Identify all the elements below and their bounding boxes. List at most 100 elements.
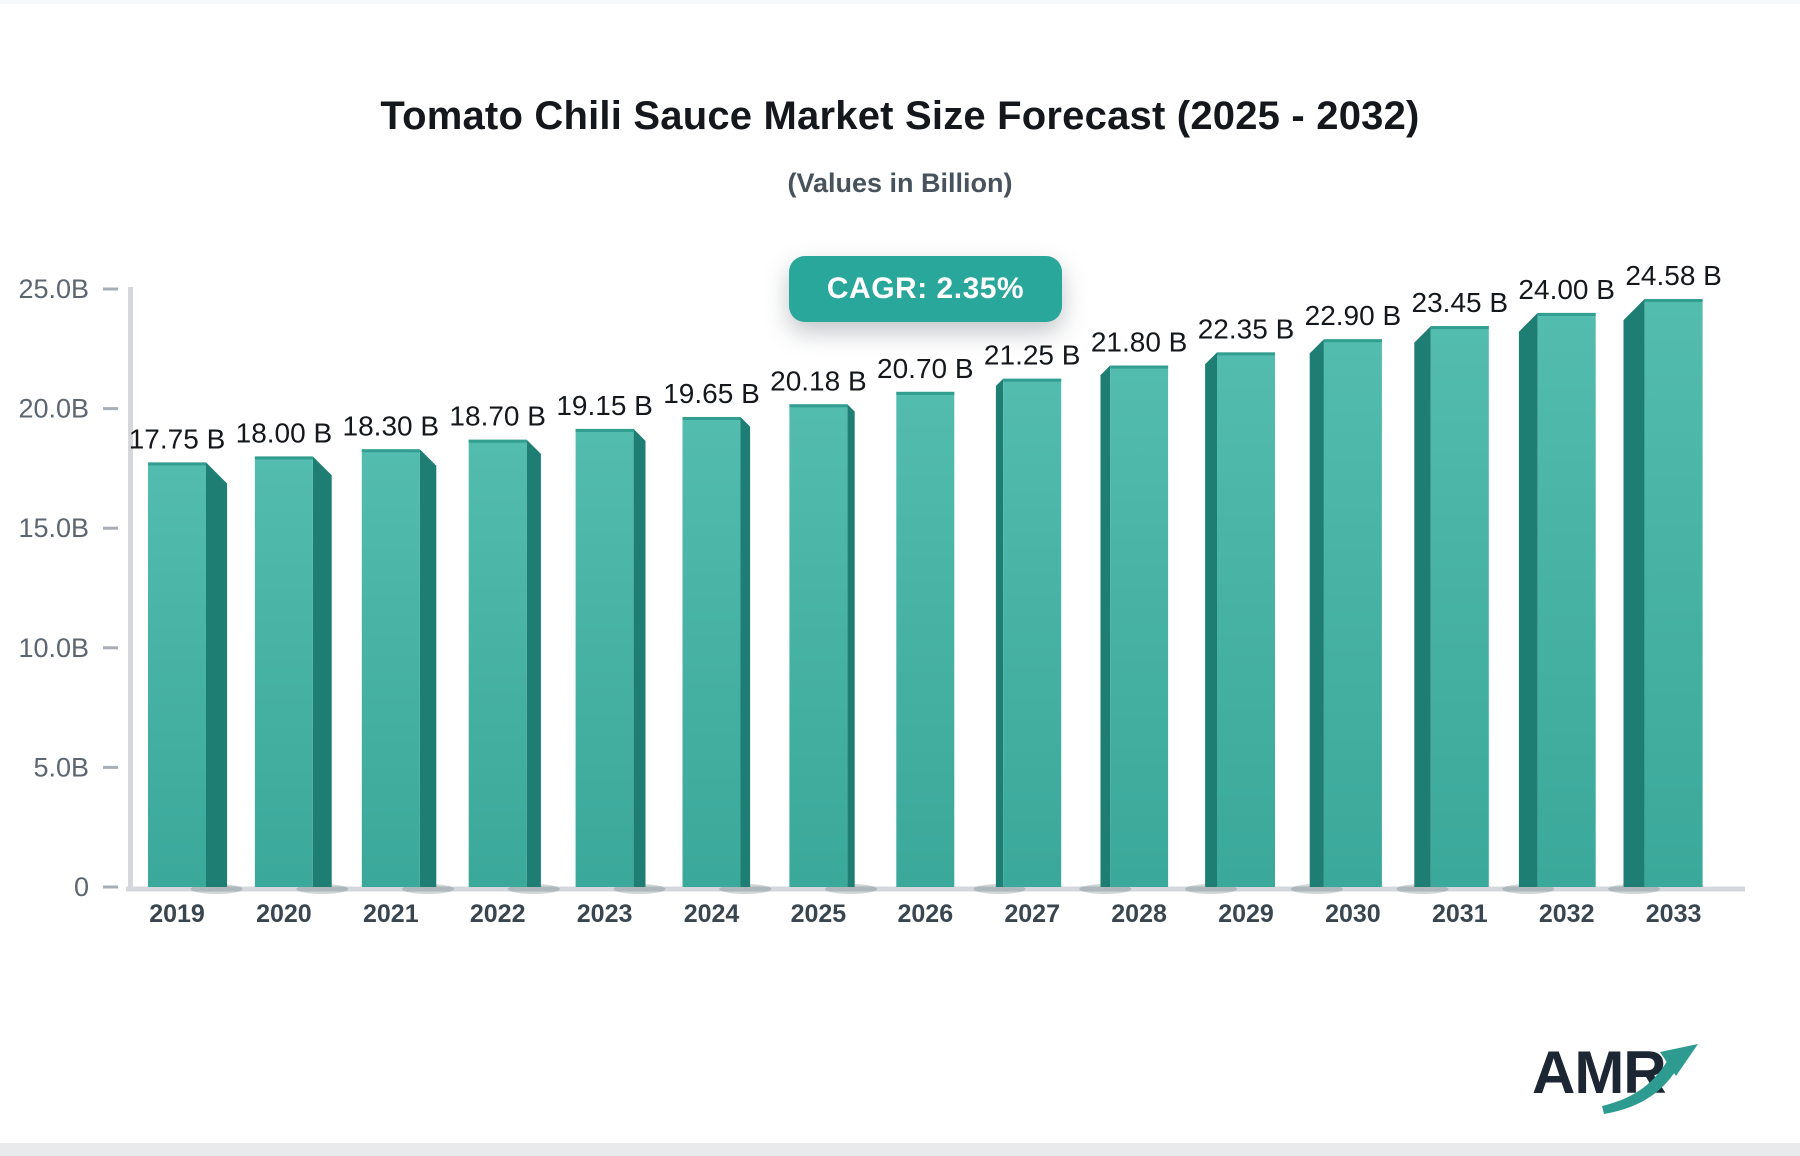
bar[interactable] [1644,299,1703,887]
bar-value-label: 24.58 B [1625,260,1722,291]
bar[interactable] [1003,378,1062,887]
bar-top-edge [148,462,206,466]
bar[interactable] [1430,326,1489,887]
bar-group-2023 [575,428,666,894]
bar-value-label: 20.70 B [877,353,974,384]
cagr-badge-label: CAGR: 2.35% [826,272,1025,305]
bar-group-2025 [789,404,878,894]
bar-side-face [1623,299,1645,887]
y-tick: 25.0B [18,274,118,304]
bar-side-face [1518,312,1538,887]
cagr-badge: CAGR: 2.35% [789,256,1062,322]
bar-top-edge [575,428,634,432]
bar-top-edge [468,439,527,443]
bar-group-2029 [1185,352,1275,894]
bar[interactable] [254,456,313,887]
bar-group-2032 [1502,312,1596,894]
bar-value-label: 20.18 B [770,365,867,396]
bar-value-label: 19.15 B [556,390,653,421]
bottom-border-strip [0,1143,1800,1156]
bar-value-label: 22.35 B [1198,313,1295,344]
bar-top-edge [1323,339,1382,343]
bar[interactable] [1110,365,1169,887]
y-tick: 0 [74,872,118,902]
bar-group-2020 [254,456,349,894]
x-axis-year-label: 2027 [1004,900,1060,928]
bar[interactable] [468,439,527,887]
bar-group-2022 [468,439,560,894]
bar-side-face [526,439,541,887]
x-axis-year-label: 2024 [684,900,740,928]
bar-value-label: 21.25 B [984,340,1081,371]
bar-side-face [419,449,437,887]
y-tick-label: 10.0B [18,633,89,663]
bar-group-2028 [1079,365,1169,894]
bar[interactable] [1537,312,1596,887]
bar[interactable] [1217,352,1275,887]
bar-value-label: 18.30 B [343,410,440,441]
bar[interactable] [789,404,848,887]
brand-logo: AMR [1532,1032,1712,1122]
axes: 25.0B 20.0B 15.0B 10.0B 5.0B 0 [18,274,1745,902]
bar-group-2033 [1608,299,1703,894]
bar[interactable] [361,449,420,887]
x-axis-year-label: 2028 [1111,900,1167,928]
bar-side-face [1205,352,1217,887]
x-axis-year-label: 2029 [1218,900,1274,928]
x-axis-year-label: 2019 [149,900,205,928]
bar-side-face [740,416,751,887]
bar-value-label: 18.00 B [236,417,333,448]
x-axis-year-label: 2032 [1539,900,1595,928]
bar-side-face [312,456,332,887]
y-tick: 15.0B [18,513,118,543]
x-axis-year-label: 2030 [1325,900,1381,928]
y-tick: 5.0B [33,752,118,782]
bar-value-label: 23.45 B [1412,287,1509,318]
bar-group-2026 [896,391,955,887]
bar-group-2027 [973,378,1062,894]
labels: 17.75 B 2019 18.00 B 2020 18.30 B 2021 18.70 B… [129,260,1722,928]
y-tick-label: 25.0B [18,274,89,304]
bar-group-2019 [148,462,243,894]
x-axis-year-label: 2023 [577,900,633,928]
bar-value-label: 24.00 B [1518,274,1615,305]
y-tick: 20.0B [18,394,118,424]
bar-top-edge [1644,299,1703,303]
bar-top-edge [361,449,420,453]
x-axis-year-label: 2026 [897,900,953,928]
bar-top-edge [682,416,741,420]
bar[interactable] [682,416,741,887]
bar-top-edge [1217,352,1275,356]
bar-top-edge [1537,312,1596,316]
y-tick: 10.0B [18,633,118,663]
bar[interactable] [148,462,206,887]
chart-subtitle: (Values in Billion) [787,168,1013,198]
bar-group-2024 [682,416,772,894]
x-axis-year-label: 2020 [256,900,312,928]
chart-title: Tomato Chili Sauce Market Size Forecast … [380,94,1420,138]
bar-top-edge [789,404,848,408]
bar-top-edge [254,456,313,460]
bar-value-label: 22.90 B [1305,300,1402,331]
bar-value-label: 19.65 B [663,378,760,409]
bar-top-edge [1430,326,1489,330]
bar[interactable] [575,428,634,887]
bar-side-face [847,404,855,887]
bar[interactable] [896,391,955,887]
bar-value-label: 18.70 B [449,401,546,432]
bar-side-face [1100,365,1111,887]
bar-side-face [633,428,646,887]
bar-group-2021 [361,449,455,894]
bar[interactable] [1323,339,1382,887]
x-axis-year-label: 2022 [470,900,526,928]
bar-group-2031 [1396,326,1489,894]
y-tick-label: 20.0B [18,394,89,424]
x-axis-year-label: 2033 [1646,900,1702,928]
bar-value-label: 21.80 B [1091,327,1188,358]
y-tick-label: 5.0B [33,752,89,782]
growth-arrow-icon [1602,1044,1698,1114]
x-axis-year-label: 2031 [1432,900,1488,928]
bar-group-2030 [1290,339,1382,894]
bar-side-face [206,462,228,887]
